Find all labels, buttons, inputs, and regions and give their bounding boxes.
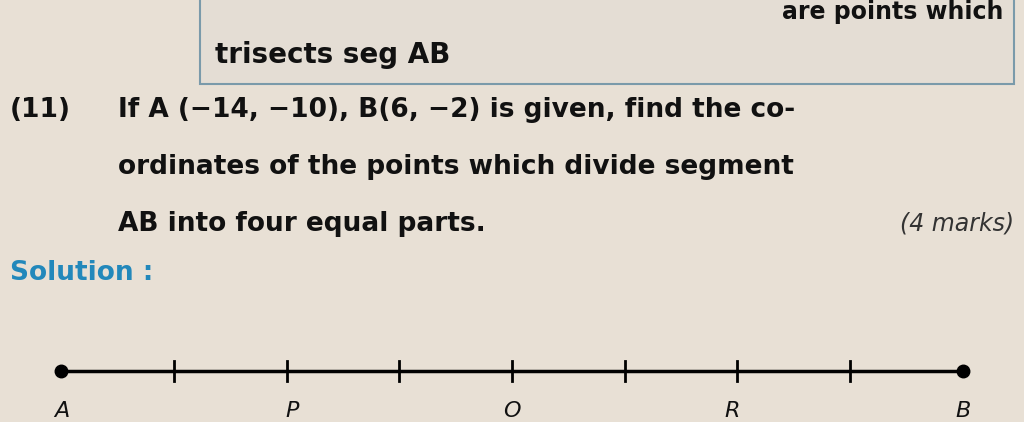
FancyBboxPatch shape (200, 0, 1014, 84)
Text: trisects seg AB: trisects seg AB (215, 41, 451, 69)
Text: R: R (724, 401, 740, 421)
Text: are points which: are points which (782, 0, 1004, 24)
Text: AB into four equal parts.: AB into four equal parts. (118, 211, 485, 237)
Text: O: O (503, 401, 521, 421)
Text: Solution :: Solution : (10, 260, 154, 286)
Text: A: A (54, 401, 69, 421)
Text: (11): (11) (10, 97, 72, 123)
Text: P: P (285, 401, 299, 421)
Text: B: B (955, 401, 970, 421)
Text: ordinates of the points which divide segment: ordinates of the points which divide seg… (118, 154, 794, 180)
Text: (4 marks): (4 marks) (900, 211, 1014, 235)
Text: If A (−14, −10), B(6, −2) is given, find the co-: If A (−14, −10), B(6, −2) is given, find… (118, 97, 795, 123)
